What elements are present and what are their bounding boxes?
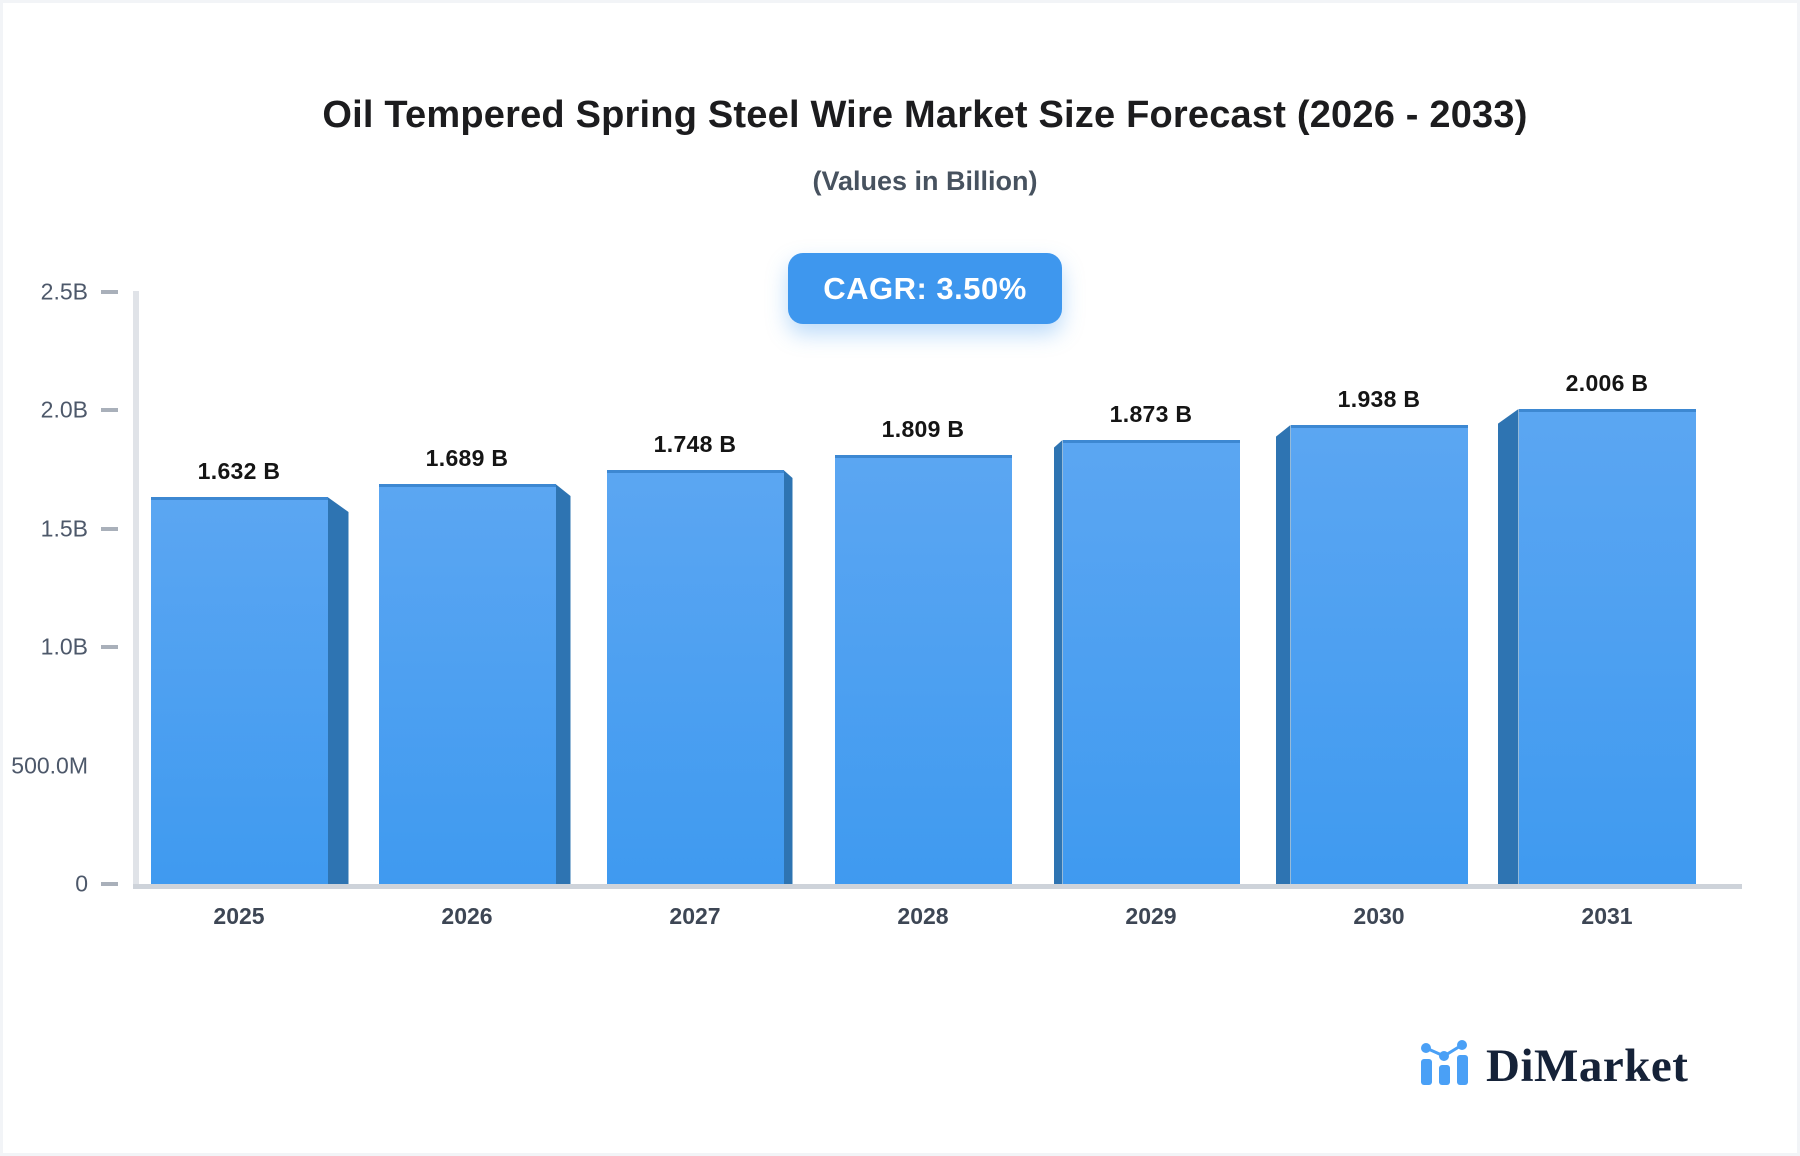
mini-bar-line-chart-icon [1421,1040,1468,1085]
bar-3d-side-2026 [555,484,571,884]
x-axis-label-2027: 2027 [669,903,721,929]
bar-2031[interactable] [1518,409,1696,884]
bar-value-label-2027: 1.748 B [653,431,737,457]
brand-logo: DiMarket [1418,1038,1688,1094]
x-axis-label-2028: 2028 [897,903,949,929]
bar-2025[interactable] [150,497,328,884]
bar-value-label-2030: 1.938 B [1337,386,1421,412]
bar-3d-side-2025 [327,497,349,884]
x-axis-label-2025: 2025 [213,903,265,929]
y-axis-tick-mark [101,645,118,649]
y-axis-tick-label: 1.0B [40,633,88,660]
bar-3d-side-2029 [1053,440,1063,884]
x-axis-label-2031: 2031 [1581,903,1633,929]
bar-value-label-2025: 1.632 B [197,458,281,484]
y-axis-tick-label: 1.5B [40,515,88,541]
x-axis-line [133,884,1742,889]
bar-value-label-2029: 1.873 B [1109,401,1193,427]
y-axis-tick-label: 2.0B [40,396,88,423]
bar-2030[interactable] [1290,425,1468,884]
y-axis-tick-mark [101,289,118,294]
bar-2027[interactable] [606,470,784,884]
y-axis-tick-label: 500.0M [11,752,88,778]
x-axis-label-2026: 2026 [441,903,493,929]
chart-title: Oil Tempered Spring Steel Wire Market Si… [322,94,1528,136]
cagr-badge-label: CAGR: 3.50% [823,270,1027,306]
bar-3d-side-2031 [1497,409,1519,884]
y-axis-tick-label: 0 [75,870,88,897]
y-axis-line [133,291,139,887]
chart-subtitle: (Values in Billion) [812,166,1038,196]
bar-value-label-2028: 1.809 B [881,416,965,442]
bar-2026[interactable] [378,484,556,884]
y-axis-tick-mark [101,408,118,412]
brand-logo-text: DiMarket [1486,1040,1689,1092]
bar-3d-side-2030 [1275,425,1291,884]
cagr-badge: CAGR: 3.50% [788,253,1062,324]
x-axis-label-2030: 2030 [1353,903,1405,929]
bar-2029[interactable] [1062,440,1240,884]
y-axis-tick-label: 2.5B [40,278,88,304]
y-axis-tick-mark [101,882,118,886]
bar-value-label-2026: 1.689 B [425,445,509,471]
bar-3d-side-2027 [783,470,793,884]
bar-value-label-2031: 2.006 B [1565,370,1649,396]
x-axis-label-2029: 2029 [1125,903,1177,929]
bar-2028[interactable] [834,455,1012,884]
y-axis-tick-mark [101,526,118,531]
